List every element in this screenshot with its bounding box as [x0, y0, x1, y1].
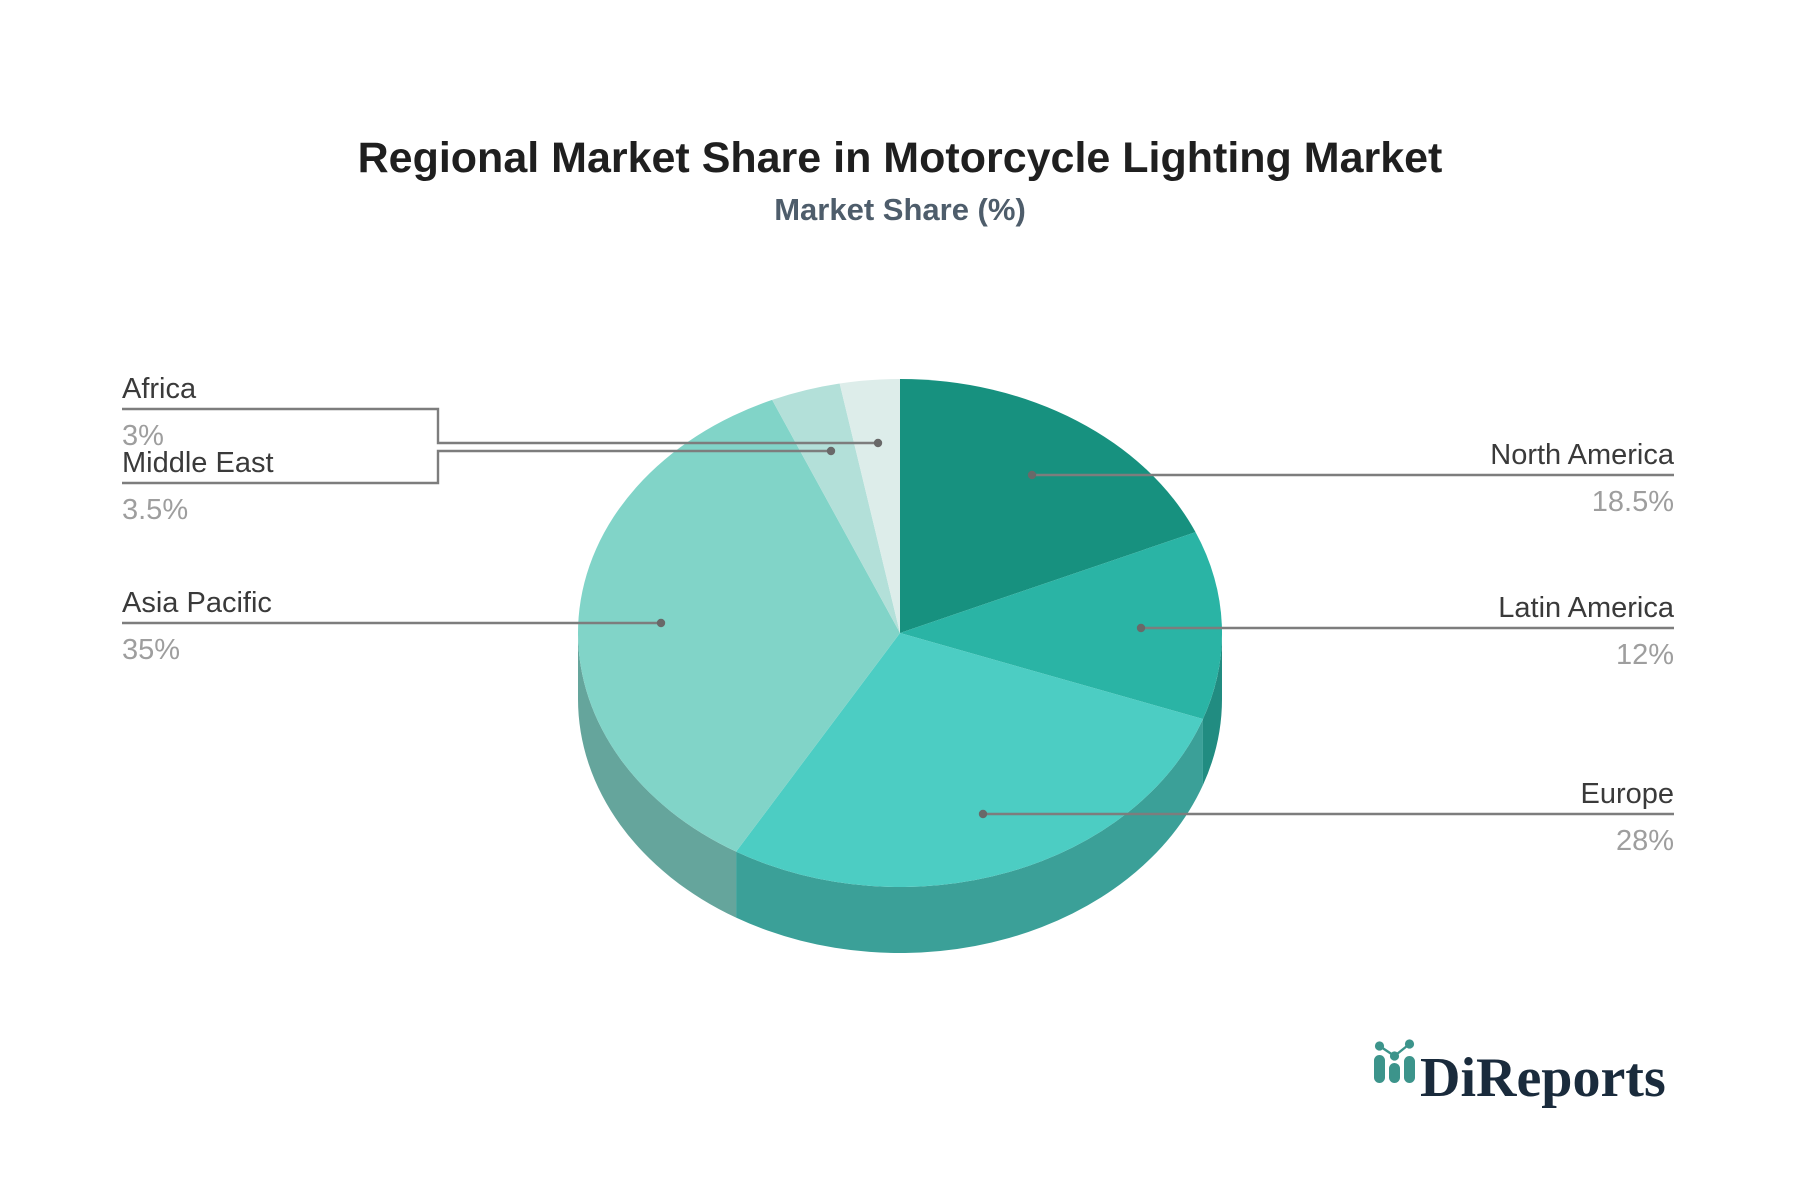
slice-label-north-america: North America [1490, 439, 1675, 471]
callout-line-middle-east [122, 449, 831, 485]
pie-slice-europe[interactable] [736, 633, 1203, 887]
slice-label-europe: Europe [1580, 778, 1674, 810]
callout-dot-asia-pacific [656, 618, 666, 628]
slice-value-asia-pacific: 35% [122, 634, 180, 666]
callout-dot-europe [978, 809, 988, 819]
chart-title: Regional Market Share in Motorcycle Ligh… [358, 134, 1443, 182]
callout-dot-middle-east [826, 446, 836, 456]
callout-dot-africa [873, 438, 883, 448]
slice-value-middle-east: 3.5% [122, 494, 188, 526]
pie-slice-asia-pacific[interactable] [577, 399, 900, 852]
callout-dot-latin-america [1136, 623, 1146, 633]
direports-logo: DiReports [1374, 1039, 1666, 1109]
pie-callouts [122, 407, 1674, 819]
slice-label-latin-america: Latin America [1498, 592, 1675, 624]
pie-slice-latin-america[interactable] [900, 532, 1223, 720]
pie-slice-side-europe[interactable] [736, 719, 1203, 953]
direports-logo-text: DiReports [1420, 1047, 1666, 1109]
pie-slice-side-latin-america[interactable] [1202, 633, 1222, 786]
callout-dot-north-america [1027, 470, 1037, 480]
chart-subtitle: Market Share (%) [774, 192, 1026, 227]
slice-label-asia-pacific: Asia Pacific [122, 587, 272, 619]
pie-slice-side-asia-pacific[interactable] [578, 633, 737, 918]
slice-label-middle-east: Middle East [122, 447, 274, 479]
slice-value-north-america: 18.5% [1592, 486, 1674, 518]
slice-label-africa: Africa [122, 373, 197, 405]
pie-slice-middle-east[interactable] [772, 383, 900, 634]
slice-value-latin-america: 12% [1616, 639, 1674, 671]
slice-value-europe: 28% [1616, 825, 1674, 857]
pie-3d [577, 379, 1223, 953]
pie-slice-north-america[interactable] [900, 379, 1196, 633]
callout-line-africa [122, 407, 878, 445]
slice-value-africa: 3% [122, 420, 164, 452]
direports-logo-icon [1374, 1039, 1415, 1083]
